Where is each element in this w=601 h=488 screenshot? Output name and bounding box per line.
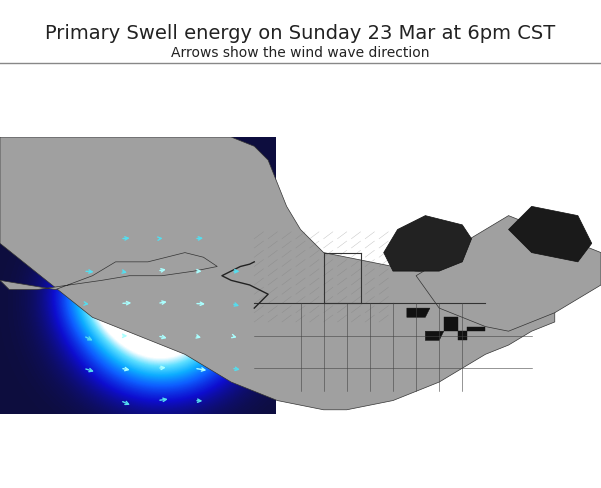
- Polygon shape: [0, 253, 218, 289]
- Polygon shape: [0, 137, 555, 410]
- Polygon shape: [467, 326, 486, 331]
- Polygon shape: [407, 308, 430, 317]
- Polygon shape: [458, 331, 467, 341]
- Polygon shape: [383, 216, 472, 271]
- Text: Primary Swell energy on Sunday 23 Mar at 6pm CST: Primary Swell energy on Sunday 23 Mar at…: [45, 24, 556, 43]
- Text: Arrows show the wind wave direction: Arrows show the wind wave direction: [171, 46, 430, 61]
- Polygon shape: [416, 216, 601, 331]
- Polygon shape: [444, 317, 458, 331]
- Polygon shape: [426, 331, 444, 341]
- Polygon shape: [508, 206, 592, 262]
